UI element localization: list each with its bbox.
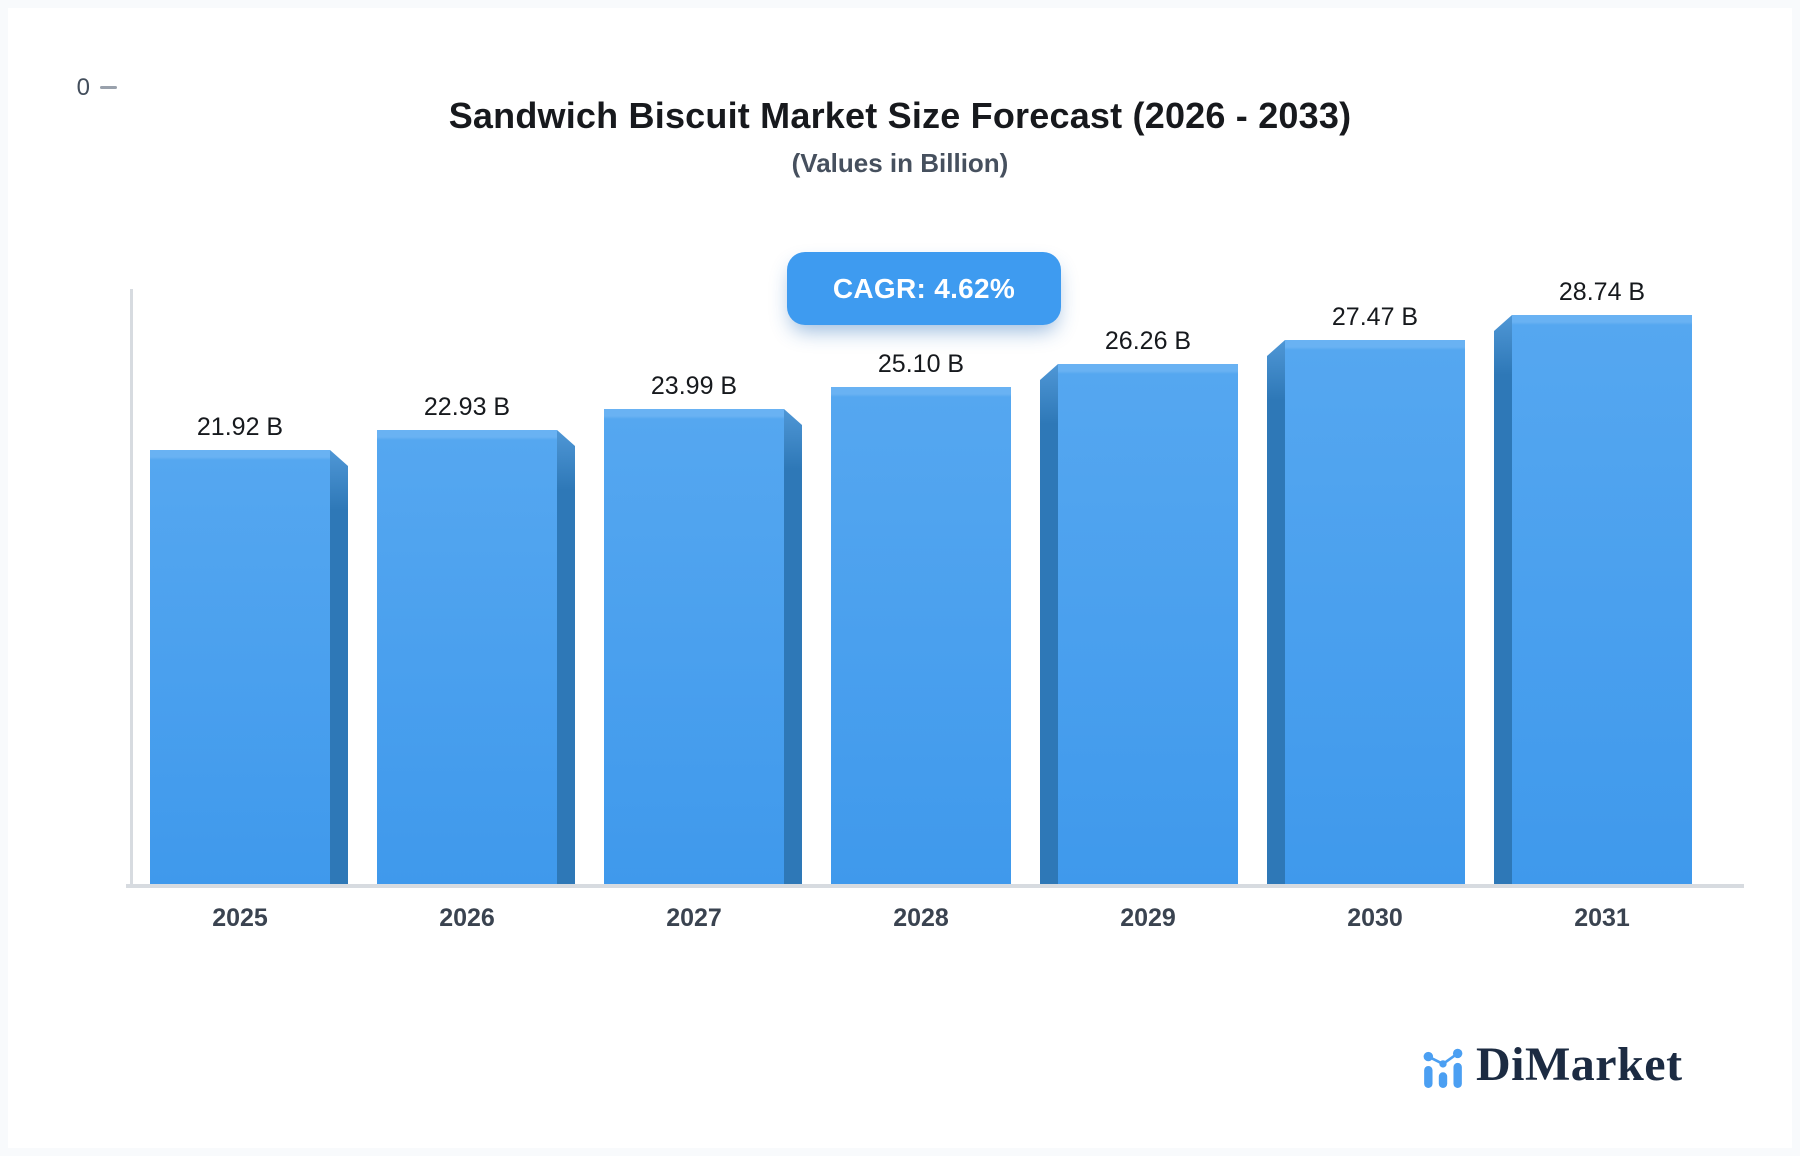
bar-value-label: 21.92 B — [196, 413, 284, 441]
bar-value-label: 27.47 B — [1331, 303, 1419, 331]
bar-face — [604, 409, 784, 884]
bar-side-shade — [1040, 364, 1058, 884]
brand-logo: DiMarket — [1422, 1038, 1683, 1091]
brand-logo-text: DiMarket — [1476, 1038, 1683, 1091]
bar-value-label: 23.99 B — [650, 372, 738, 400]
bar-face — [1285, 340, 1465, 884]
y-tick-dash — [100, 86, 117, 90]
x-tick-label: 2028 — [893, 904, 949, 932]
bar-face — [377, 430, 557, 884]
bar-2030 — [1267, 340, 1465, 884]
cagr-badge: CAGR: 4.62% — [787, 252, 1061, 325]
bar-2026 — [377, 430, 575, 884]
bar-2027 — [604, 409, 802, 884]
x-tick-label: 2027 — [666, 904, 722, 932]
bar-value-label: 25.10 B — [877, 350, 965, 378]
x-tick-label: 2030 — [1347, 904, 1403, 932]
bar-2031 — [1494, 315, 1692, 884]
bar-side-shade — [1267, 340, 1285, 884]
bar-face — [150, 450, 330, 884]
x-tick-label: 2026 — [439, 904, 495, 932]
bar-side-shade — [330, 450, 348, 884]
bar-value-label: 26.26 B — [1104, 327, 1192, 355]
bar-2028 — [831, 387, 1011, 884]
x-tick-label: 2031 — [1574, 904, 1630, 932]
bar-side-shade — [784, 409, 802, 884]
y-tick-label: 0 — [76, 74, 90, 102]
chart-subtitle: (Values in Billion) — [791, 148, 1009, 178]
bar-side-shade — [557, 430, 575, 884]
chart-title: Sandwich Biscuit Market Size Forecast (2… — [448, 95, 1352, 136]
bar-face — [1058, 364, 1238, 884]
bar-2029 — [1040, 364, 1238, 884]
x-tick-label: 2025 — [212, 904, 268, 932]
bar-value-label: 28.74 B — [1558, 278, 1646, 306]
x-tick-label: 2029 — [1120, 904, 1176, 932]
bar-2025 — [150, 450, 348, 884]
bar-face — [1512, 315, 1692, 884]
y-axis-line — [130, 289, 133, 886]
bar-value-label: 22.93 B — [423, 393, 511, 421]
bar-side-shade — [1494, 315, 1512, 884]
x-axis-baseline — [126, 884, 1744, 888]
bar-face — [831, 387, 1011, 884]
bar-chart-logo-icon — [1423, 1048, 1463, 1088]
